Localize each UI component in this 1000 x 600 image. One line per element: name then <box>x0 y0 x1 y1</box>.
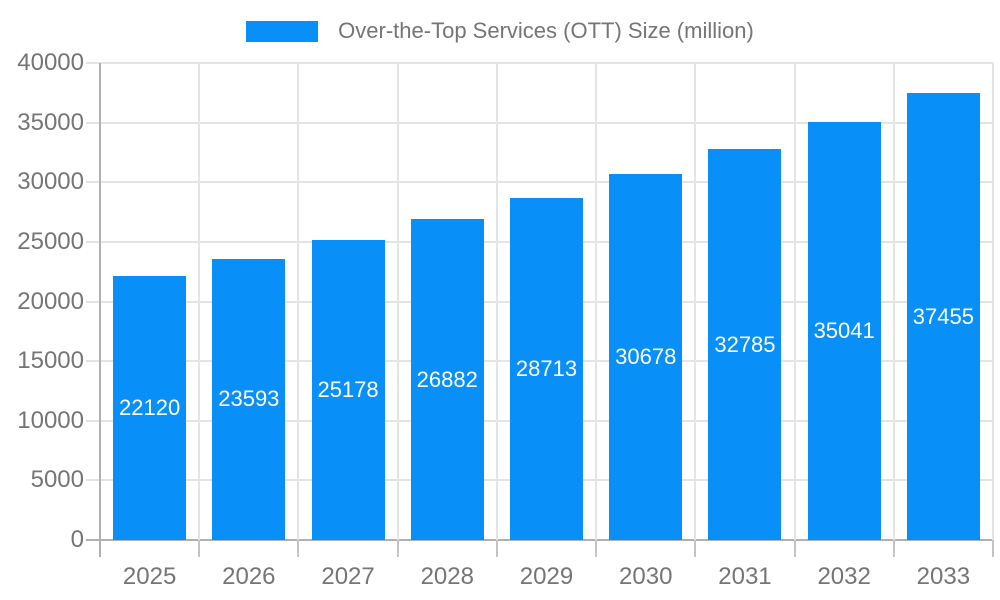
bar-2030[interactable] <box>609 174 682 540</box>
bar-2027[interactable] <box>312 239 385 540</box>
x-tick-label: 2028 <box>420 563 474 590</box>
x-tick-mark <box>396 540 399 557</box>
y-tick-label: 35000 <box>17 108 84 136</box>
x-tick-label: 2032 <box>817 563 871 590</box>
x-tick-label: 2025 <box>122 563 177 590</box>
bar-value-label: 32785 <box>714 331 776 357</box>
x-tick-mark <box>198 540 201 557</box>
v-gridline <box>992 63 994 540</box>
bar-value-label: 37455 <box>912 303 974 329</box>
v-gridline <box>694 63 697 540</box>
y-axis-line <box>99 63 101 540</box>
x-tick-label: 2030 <box>619 563 673 590</box>
legend-swatch <box>246 20 319 42</box>
bar-2026[interactable] <box>212 258 285 540</box>
bar-value-label: 35041 <box>813 318 875 344</box>
x-tick-label: 2026 <box>222 563 276 590</box>
x-tick-mark <box>793 540 796 557</box>
bar-value-label: 23593 <box>218 386 280 412</box>
bar-value-label: 22120 <box>119 395 181 421</box>
bar-value-label: 28713 <box>515 355 578 381</box>
y-tick-label: 20000 <box>17 287 84 315</box>
y-tick-label: 30000 <box>17 168 84 196</box>
x-tick-mark <box>595 540 598 557</box>
legend-label: Over-the-Top Services (OTT) Size (millio… <box>338 18 754 43</box>
bar-value-label: 30678 <box>615 344 677 370</box>
bar-2031[interactable] <box>708 149 781 540</box>
legend[interactable]: Over-the-Top Services (OTT) Size (millio… <box>0 16 1000 46</box>
v-gridline <box>297 63 300 540</box>
y-tick-label: 25000 <box>17 227 84 255</box>
x-axis-line <box>86 539 993 541</box>
x-tick-label: 2027 <box>321 563 375 590</box>
y-tick-label: 0 <box>70 526 84 553</box>
y-tick-label: 40000 <box>17 49 84 76</box>
y-tick-label: 15000 <box>17 347 84 375</box>
bar-2028[interactable] <box>411 219 484 540</box>
x-tick-mark <box>992 540 994 557</box>
x-tick-label: 2029 <box>519 563 574 590</box>
x-tick-label: 2033 <box>916 563 971 590</box>
x-tick-mark <box>495 540 498 557</box>
v-gridline <box>198 63 201 540</box>
bar-2033[interactable] <box>907 93 980 540</box>
bar-value-label: 25178 <box>317 376 379 402</box>
v-gridline <box>595 63 598 540</box>
x-tick-label: 2031 <box>718 563 772 590</box>
x-tick-mark <box>297 540 300 557</box>
h-gridline <box>86 121 993 124</box>
x-tick-mark <box>694 540 697 557</box>
bar-2029[interactable] <box>510 197 583 540</box>
h-gridline <box>86 62 993 64</box>
bar-2032[interactable] <box>808 122 881 540</box>
bar-2025[interactable] <box>113 276 186 540</box>
v-gridline <box>396 63 399 540</box>
v-gridline <box>793 63 796 540</box>
v-gridline <box>495 63 498 540</box>
y-tick-label: 5000 <box>30 466 84 494</box>
v-gridline <box>892 63 895 540</box>
h-gridline <box>86 181 993 184</box>
y-tick-label: 10000 <box>17 406 84 434</box>
bar-value-label: 26882 <box>416 366 478 392</box>
x-tick-mark <box>892 540 895 557</box>
x-tick-mark <box>99 540 101 557</box>
